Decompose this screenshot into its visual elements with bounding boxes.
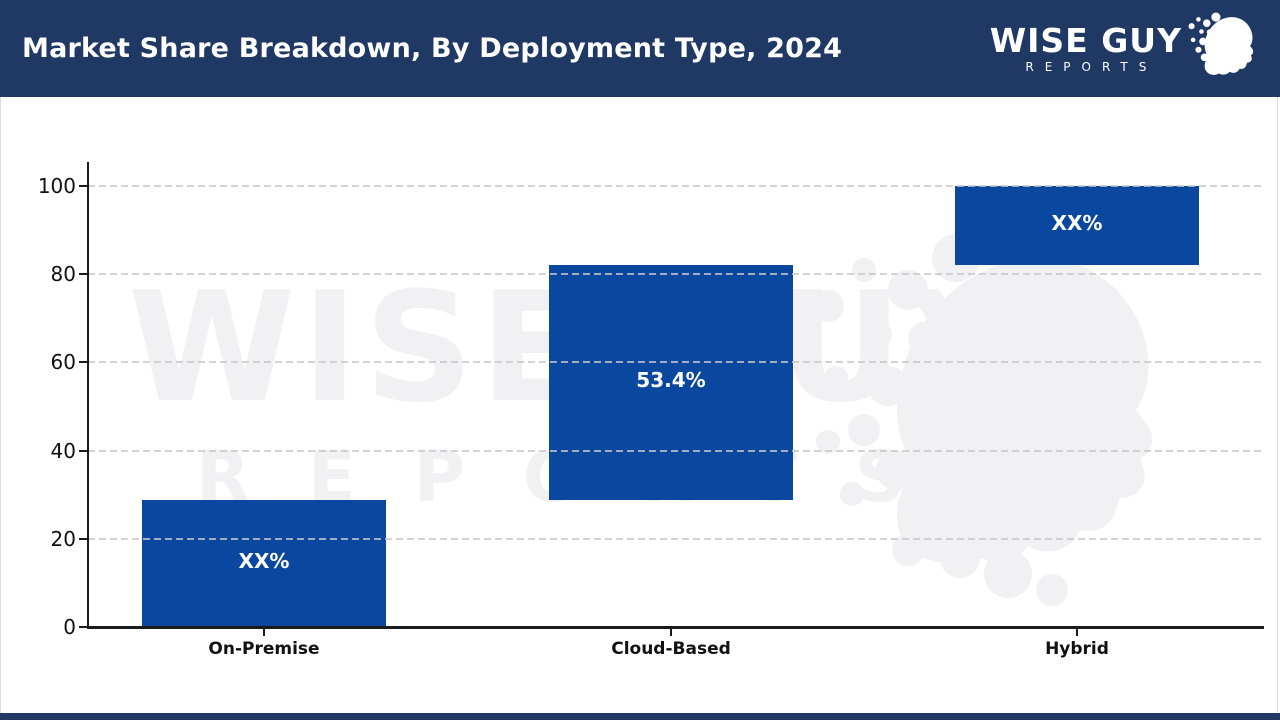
- y-tick-60: [79, 361, 87, 364]
- gridline-100: [88, 185, 1262, 187]
- bar-hybrid: [955, 186, 1199, 265]
- gridline-60: [88, 361, 1262, 364]
- y-tick-label-80: 80: [50, 262, 76, 287]
- footer-bar: [0, 713, 1280, 720]
- y-tick-100: [79, 185, 87, 187]
- y-tick-label-20: 20: [50, 526, 76, 551]
- chart-title: Market Share Breakdown, By Deployment Ty…: [22, 33, 843, 64]
- x-tick-cloud-based: [670, 629, 672, 636]
- brand-logo: WISE GUY REPORTS: [990, 10, 1260, 88]
- brand-logo-wiseguy-text: WISE GUY: [989, 21, 1182, 60]
- gridline-80: [88, 273, 1262, 276]
- x-axis-line: [87, 626, 1264, 629]
- figure-left-edge: [0, 97, 1, 720]
- x-category-label-on-premise: On-Premise: [208, 639, 320, 659]
- watermark-face-logo: [812, 234, 1153, 606]
- bar-value-label-on-premise: XX%: [238, 549, 290, 574]
- bar-value-label-hybrid: XX%: [1051, 211, 1103, 236]
- bar-cloud-based: [549, 264, 793, 500]
- y-tick-0: [79, 626, 87, 628]
- y-tick-40: [79, 449, 87, 452]
- y-tick-label-100: 100: [37, 174, 76, 198]
- x-tick-hybrid: [1076, 629, 1078, 636]
- y-tick-80: [79, 273, 87, 276]
- bar-value-label-cloud-based: 53.4%: [636, 368, 706, 393]
- x-category-label-hybrid: Hybrid: [1045, 639, 1109, 659]
- y-tick-label-60: 60: [50, 350, 76, 375]
- x-category-label-cloud-based: Cloud-Based: [611, 639, 731, 659]
- y-tick-20: [79, 537, 87, 540]
- bar-on-premise: [142, 499, 386, 627]
- figure-right-edge: [1277, 97, 1278, 720]
- gridline-20: [88, 537, 1262, 540]
- brand-logo-face-icon: [1188, 12, 1254, 75]
- x-tick-on-premise: [263, 629, 265, 636]
- brand-logo-reports-text: REPORTS: [1025, 60, 1158, 74]
- y-tick-label-0: 0: [63, 615, 76, 639]
- header-bar: Market Share Breakdown, By Deployment Ty…: [0, 0, 1280, 97]
- y-tick-label-40: 40: [50, 438, 76, 463]
- y-axis-line: [87, 162, 89, 629]
- gridline-40: [88, 449, 1262, 452]
